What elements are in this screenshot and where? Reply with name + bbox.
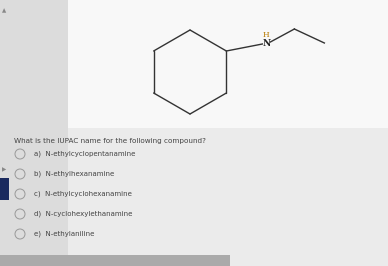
Text: a)  N-ethylcyclopentanamine: a) N-ethylcyclopentanamine <box>34 151 135 157</box>
Text: ▲: ▲ <box>2 8 6 13</box>
Bar <box>0 255 230 266</box>
Text: d)  N-cyclohexylethanamine: d) N-cyclohexylethanamine <box>34 211 132 217</box>
Bar <box>0 0 68 266</box>
Text: e)  N-ethylaniline: e) N-ethylaniline <box>34 231 94 237</box>
Text: H: H <box>263 31 270 39</box>
Text: N: N <box>262 39 270 48</box>
Text: c)  N-ethylcyclohexanamine: c) N-ethylcyclohexanamine <box>34 191 132 197</box>
Bar <box>68 0 388 128</box>
Text: b)  N-ethylhexanamine: b) N-ethylhexanamine <box>34 171 114 177</box>
Text: ▶: ▶ <box>2 168 6 172</box>
Text: What is the IUPAC name for the following compound?: What is the IUPAC name for the following… <box>14 138 206 144</box>
Bar <box>0 178 9 200</box>
